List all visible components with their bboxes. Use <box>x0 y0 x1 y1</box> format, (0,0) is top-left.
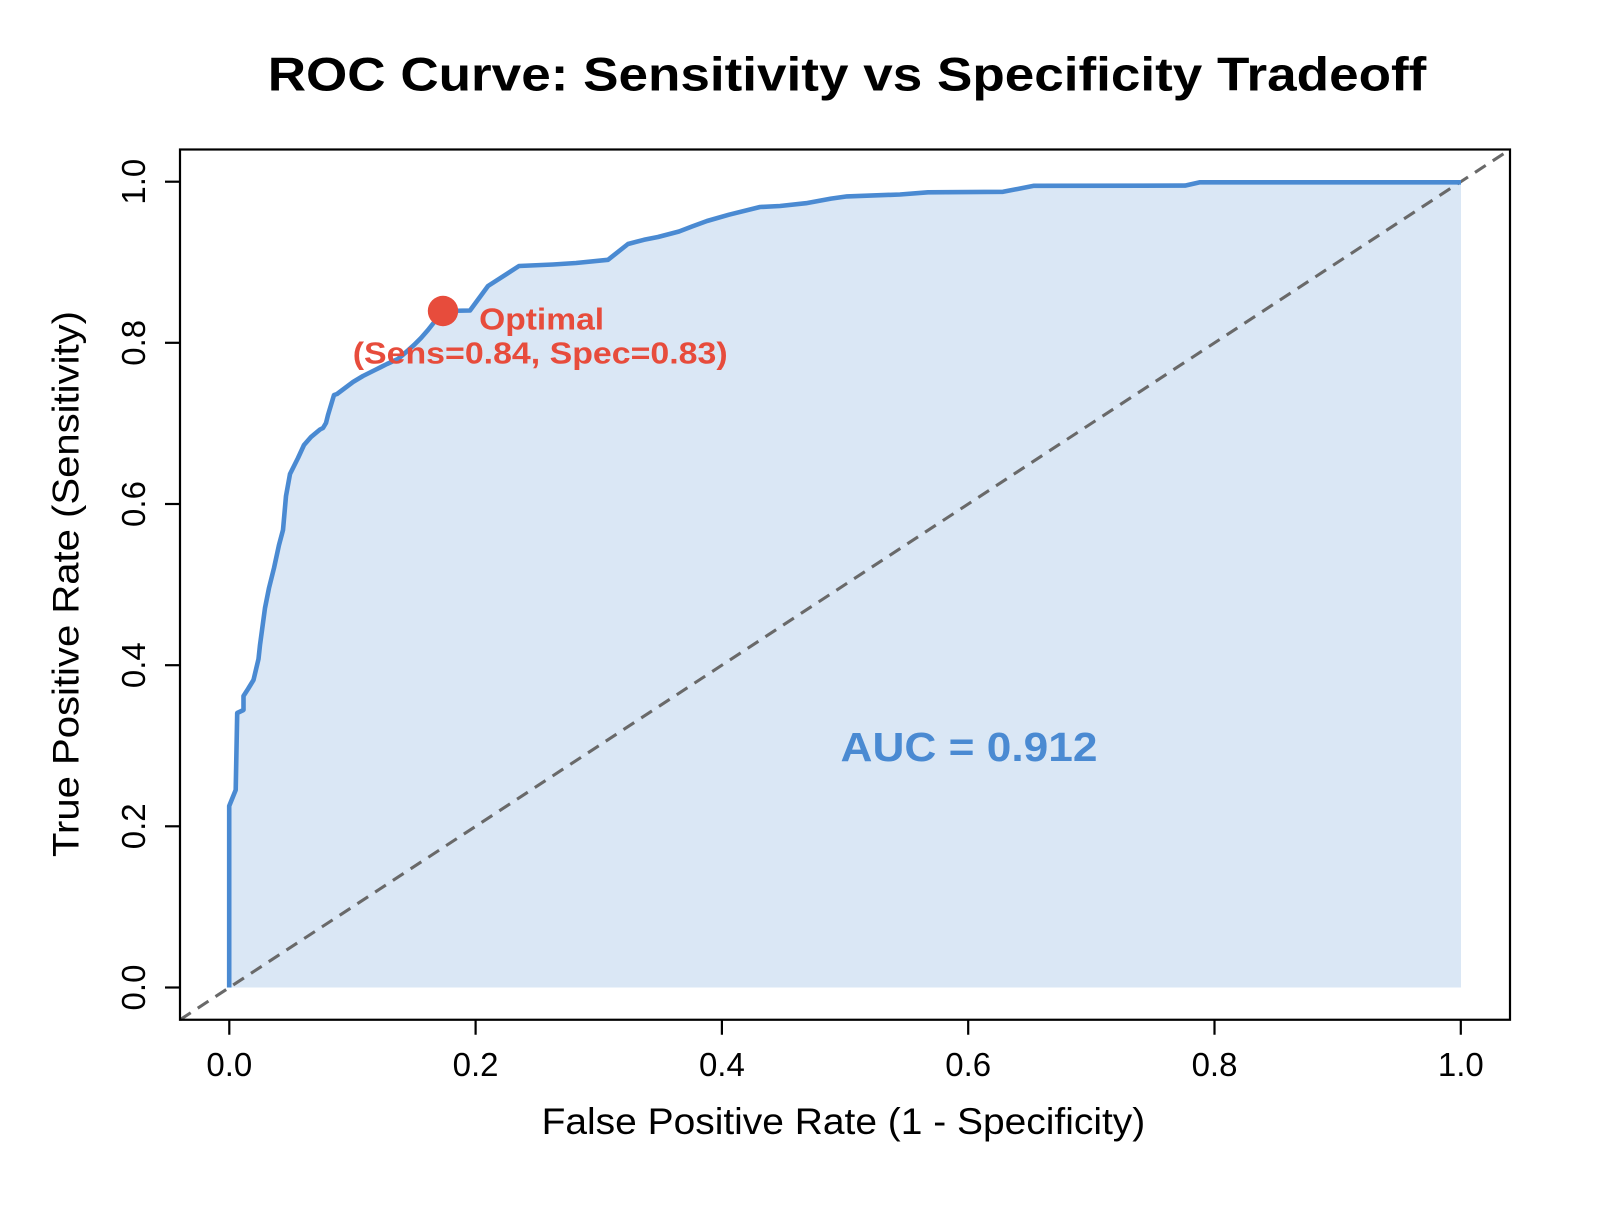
svg-text:False Positive Rate (1 - Speci: False Positive Rate (1 - Specificity) <box>542 1102 1146 1143</box>
svg-text:0.6: 0.6 <box>115 481 152 527</box>
svg-text:0.4: 0.4 <box>115 642 152 688</box>
svg-text:0.8: 0.8 <box>1192 1046 1238 1083</box>
svg-text:ROC Curve: Sensitivity vs Spec: ROC Curve: Sensitivity vs Specificity Tr… <box>268 48 1427 101</box>
svg-text:Optimal: Optimal <box>479 302 604 336</box>
svg-text:0.4: 0.4 <box>699 1046 745 1083</box>
svg-text:0.8: 0.8 <box>115 320 152 366</box>
svg-text:0.6: 0.6 <box>945 1046 991 1083</box>
svg-text:AUC = 0.912: AUC = 0.912 <box>841 725 1098 770</box>
svg-text:0.2: 0.2 <box>453 1046 499 1083</box>
svg-text:0.0: 0.0 <box>206 1046 252 1083</box>
svg-text:0.2: 0.2 <box>115 803 152 849</box>
svg-text:1.0: 1.0 <box>1438 1046 1484 1083</box>
svg-text:(Sens=0.84, Spec=0.83): (Sens=0.84, Spec=0.83) <box>353 336 728 370</box>
svg-text:0.0: 0.0 <box>115 965 152 1011</box>
svg-text:True Positive Rate (Sensitivit: True Positive Rate (Sensitivity) <box>46 311 87 857</box>
svg-text:1.0: 1.0 <box>115 159 152 205</box>
